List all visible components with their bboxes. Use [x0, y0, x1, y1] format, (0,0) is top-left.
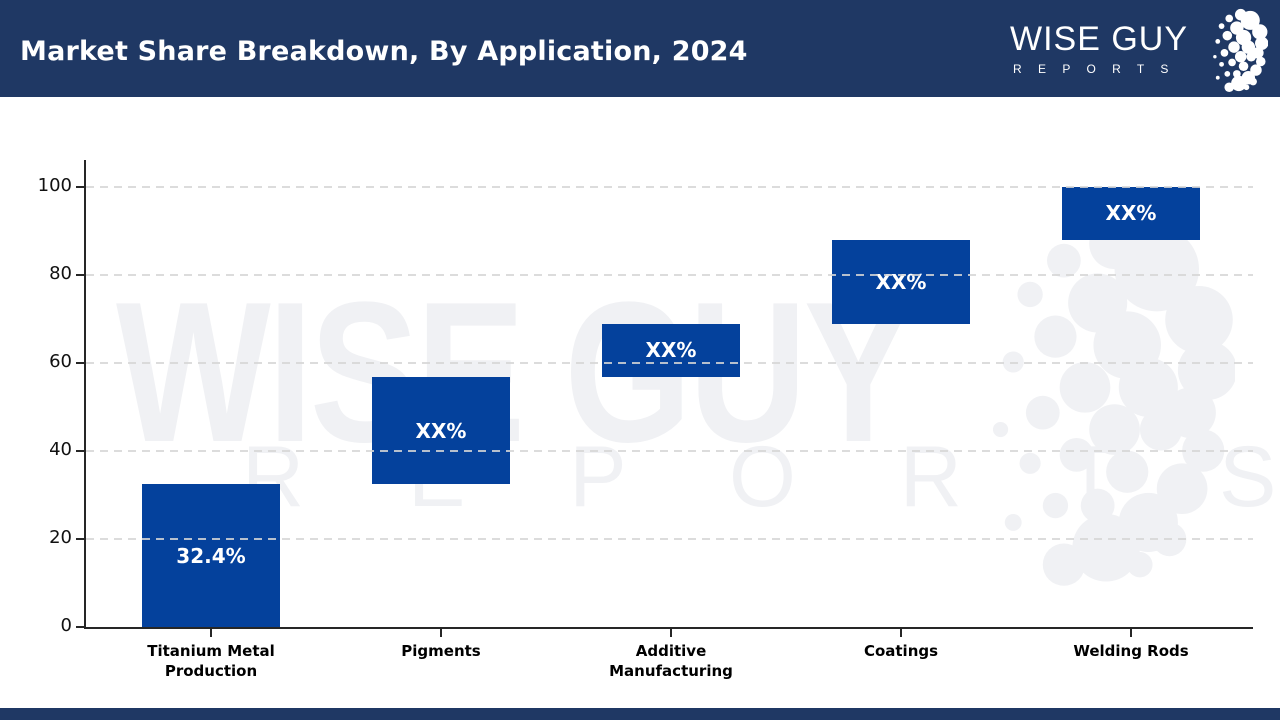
- bar-segment-1: 32.4%: [142, 484, 280, 627]
- bar-segment-5: XX%: [1062, 187, 1200, 240]
- y-tick-mark: [76, 450, 84, 452]
- brand-name-label: WISE GUY: [1010, 20, 1189, 58]
- y-tick-label: 60: [49, 351, 72, 372]
- x-tick-mark: [210, 629, 212, 637]
- gridline-y20: [86, 538, 1253, 540]
- bar-segment-2: XX%: [372, 377, 510, 485]
- bar-value-label: XX%: [1105, 201, 1157, 226]
- x-tick-mark: [440, 629, 442, 637]
- gridline-y40: [86, 450, 1253, 452]
- header-band: Market Share Breakdown, By Application, …: [0, 0, 1280, 97]
- y-tick-label: 40: [49, 439, 72, 460]
- brand-subname-label: R E P O R T S: [1013, 62, 1175, 76]
- x-category-label: Coatings: [863, 642, 939, 660]
- y-tick-label: 20: [49, 527, 72, 548]
- x-tick-mark: [1130, 629, 1132, 637]
- x-category-label: Pigments: [401, 642, 481, 660]
- gridline-y60: [86, 362, 1253, 364]
- page-title: Market Share Breakdown, By Application, …: [20, 36, 748, 67]
- x-axis-line: [84, 627, 1253, 629]
- x-tick-mark: [900, 629, 902, 637]
- footer-band: [0, 708, 1280, 720]
- x-category-label: Titanium Metal Production: [147, 642, 275, 680]
- y-tick-label: 0: [60, 615, 72, 636]
- bar-value-label: XX%: [875, 269, 927, 294]
- y-tick-mark: [76, 362, 84, 364]
- y-tick-mark: [76, 186, 84, 188]
- brand-logo: WISE GUY R E P O R T S: [1010, 4, 1268, 94]
- bar-value-label: XX%: [415, 418, 467, 443]
- gridline-y80: [86, 274, 1253, 276]
- brand-logo-text: WISE GUY R E P O R T S: [1010, 20, 1188, 76]
- bar-value-label: XX%: [645, 338, 697, 363]
- bar-segment-3: XX%: [602, 323, 740, 378]
- bar-value-label: 32.4%: [176, 543, 246, 568]
- y-axis-line: [84, 160, 86, 629]
- y-tick-mark: [76, 538, 84, 540]
- gridline-y100: [86, 186, 1253, 188]
- watermark-wiseguy-text: WISE GUY: [116, 261, 913, 484]
- y-tick-mark: [76, 274, 84, 276]
- x-category-label: Welding Rods: [1073, 642, 1189, 660]
- y-tick-label: 100: [37, 175, 72, 196]
- x-category-label: Additive Manufacturing: [609, 642, 733, 680]
- bar-segment-4: XX%: [832, 239, 970, 324]
- y-tick-mark: [76, 626, 84, 628]
- y-tick-label: 80: [49, 263, 72, 284]
- brand-head-dots-icon: [1213, 8, 1268, 93]
- x-tick-mark: [670, 629, 672, 637]
